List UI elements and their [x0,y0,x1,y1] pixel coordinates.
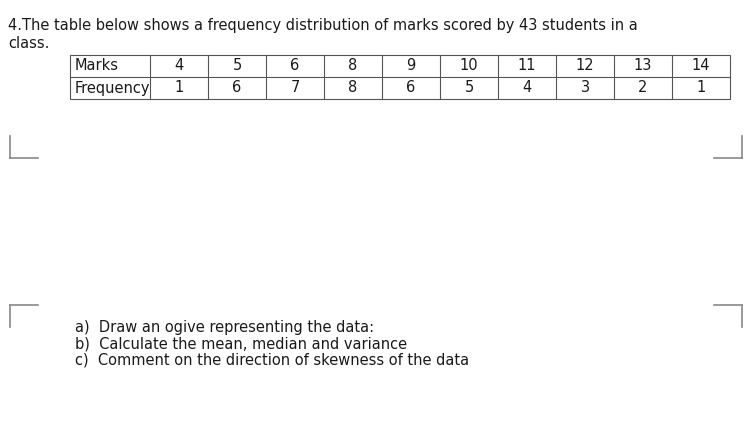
Text: 1: 1 [174,81,183,95]
Text: 5: 5 [232,58,241,74]
Text: b)  Calculate the mean, median and variance: b) Calculate the mean, median and varian… [75,336,407,351]
Text: 11: 11 [517,58,536,74]
Text: class.: class. [8,36,50,51]
Text: 4: 4 [174,58,183,74]
Text: 14: 14 [692,58,710,74]
Text: 4.The table below shows a frequency distribution of marks scored by 43 students : 4.The table below shows a frequency dist… [8,18,638,33]
Text: 3: 3 [581,81,590,95]
Text: 6: 6 [290,58,299,74]
Text: 7: 7 [290,81,300,95]
Text: 8: 8 [348,81,358,95]
Bar [70,55,730,99]
Text: c)  Comment on the direction of skewness of the data: c) Comment on the direction of skewness … [75,352,469,367]
Text: 10: 10 [459,58,478,74]
Text: 12: 12 [576,58,594,74]
Text: 6: 6 [406,81,416,95]
Text: 8: 8 [348,58,358,74]
Text: 6: 6 [232,81,241,95]
Text: 5: 5 [465,81,474,95]
Text: 1: 1 [696,81,705,95]
Text: 2: 2 [638,81,647,95]
Text: a)  Draw an ogive representing the data:: a) Draw an ogive representing the data: [75,320,374,335]
Text: Frequency: Frequency [75,81,150,95]
Text: Marks: Marks [75,58,119,74]
Text: 4: 4 [523,81,532,95]
Text: 13: 13 [634,58,652,74]
Text: 9: 9 [406,58,416,74]
